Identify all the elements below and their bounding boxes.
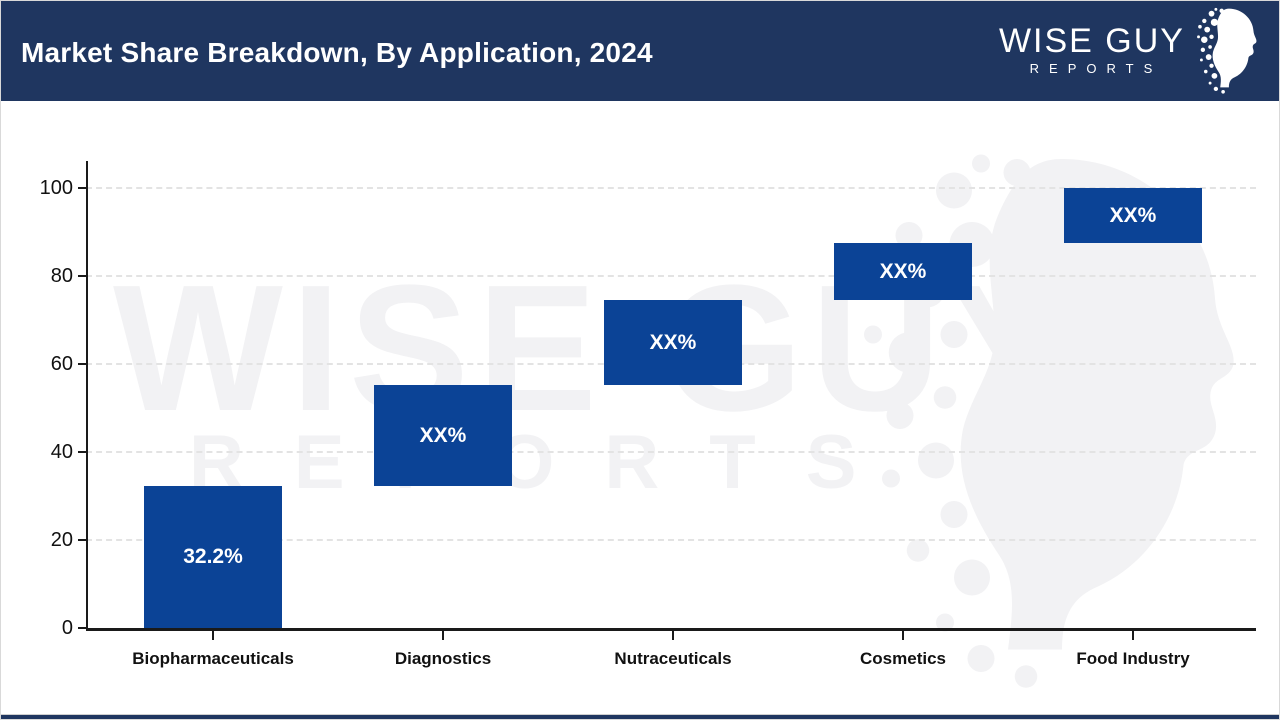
y-tick-label-80: 80 xyxy=(50,265,73,287)
gridline-40 xyxy=(86,451,1256,453)
y-tick-100 xyxy=(78,187,86,189)
footer-bar xyxy=(1,715,1279,719)
y-tick-label-60: 60 xyxy=(50,353,73,375)
x-tick-4 xyxy=(1132,631,1134,640)
y-tick-80 xyxy=(78,275,86,277)
brand-logo-text: WISE GUY REPORTS xyxy=(999,23,1185,76)
y-tick-label-100: 100 xyxy=(39,177,73,199)
y-tick-label-0: 0 xyxy=(61,617,73,639)
bar-biopharmaceuticals: 32.2% xyxy=(144,486,282,628)
x-category-label: Nutraceuticals xyxy=(614,649,732,668)
gridline-100 xyxy=(86,187,1256,189)
bar-diagnostics: XX% xyxy=(374,385,512,487)
y-tick-20 xyxy=(78,539,86,541)
chart-area: 0 20 40 60 80 100 32.2% Biopharmaceuticals XX% Di… xyxy=(1,101,1279,701)
x-tick-1 xyxy=(442,631,444,640)
y-tick-40 xyxy=(78,451,86,453)
y-tick-label-40: 40 xyxy=(50,441,73,463)
header-banner: Market Share Breakdown, By Application, … xyxy=(1,1,1279,101)
brand-logo: WISE GUY REPORTS xyxy=(999,1,1263,101)
y-tick-0 xyxy=(78,627,86,629)
gridline-80 xyxy=(86,275,1256,277)
y-axis-line xyxy=(86,161,88,630)
bar-nutraceuticals: XX% xyxy=(604,300,742,386)
x-category-label: Cosmetics xyxy=(860,649,946,668)
y-tick-60 xyxy=(78,363,86,365)
bar-value-label: XX% xyxy=(419,423,467,447)
dotted-face-logo-icon xyxy=(1183,5,1269,99)
bar-value-label: XX% xyxy=(649,330,697,354)
x-tick-3 xyxy=(902,631,904,640)
gridline-20 xyxy=(86,539,1256,541)
bar-value-label: XX% xyxy=(879,259,927,283)
x-axis-line xyxy=(86,628,1256,631)
x-category-label: Biopharmaceuticals xyxy=(132,649,294,668)
bar-food-industry: XX% xyxy=(1064,188,1202,243)
y-tick-label-20: 20 xyxy=(50,529,73,551)
bar-cosmetics: XX% xyxy=(834,243,972,301)
x-tick-2 xyxy=(672,631,674,640)
brand-name: WISE GUY xyxy=(998,22,1185,60)
bar-value-label: 32.2% xyxy=(183,545,243,569)
bar-value-label: XX% xyxy=(1109,203,1157,227)
x-category-label: Food Industry xyxy=(1076,649,1190,668)
chart-title: Market Share Breakdown, By Application, … xyxy=(21,37,653,68)
footer-divider xyxy=(1,714,1279,715)
x-tick-0 xyxy=(212,631,214,640)
brand-subname: REPORTS xyxy=(1029,61,1163,76)
x-category-label: Diagnostics xyxy=(394,649,492,668)
